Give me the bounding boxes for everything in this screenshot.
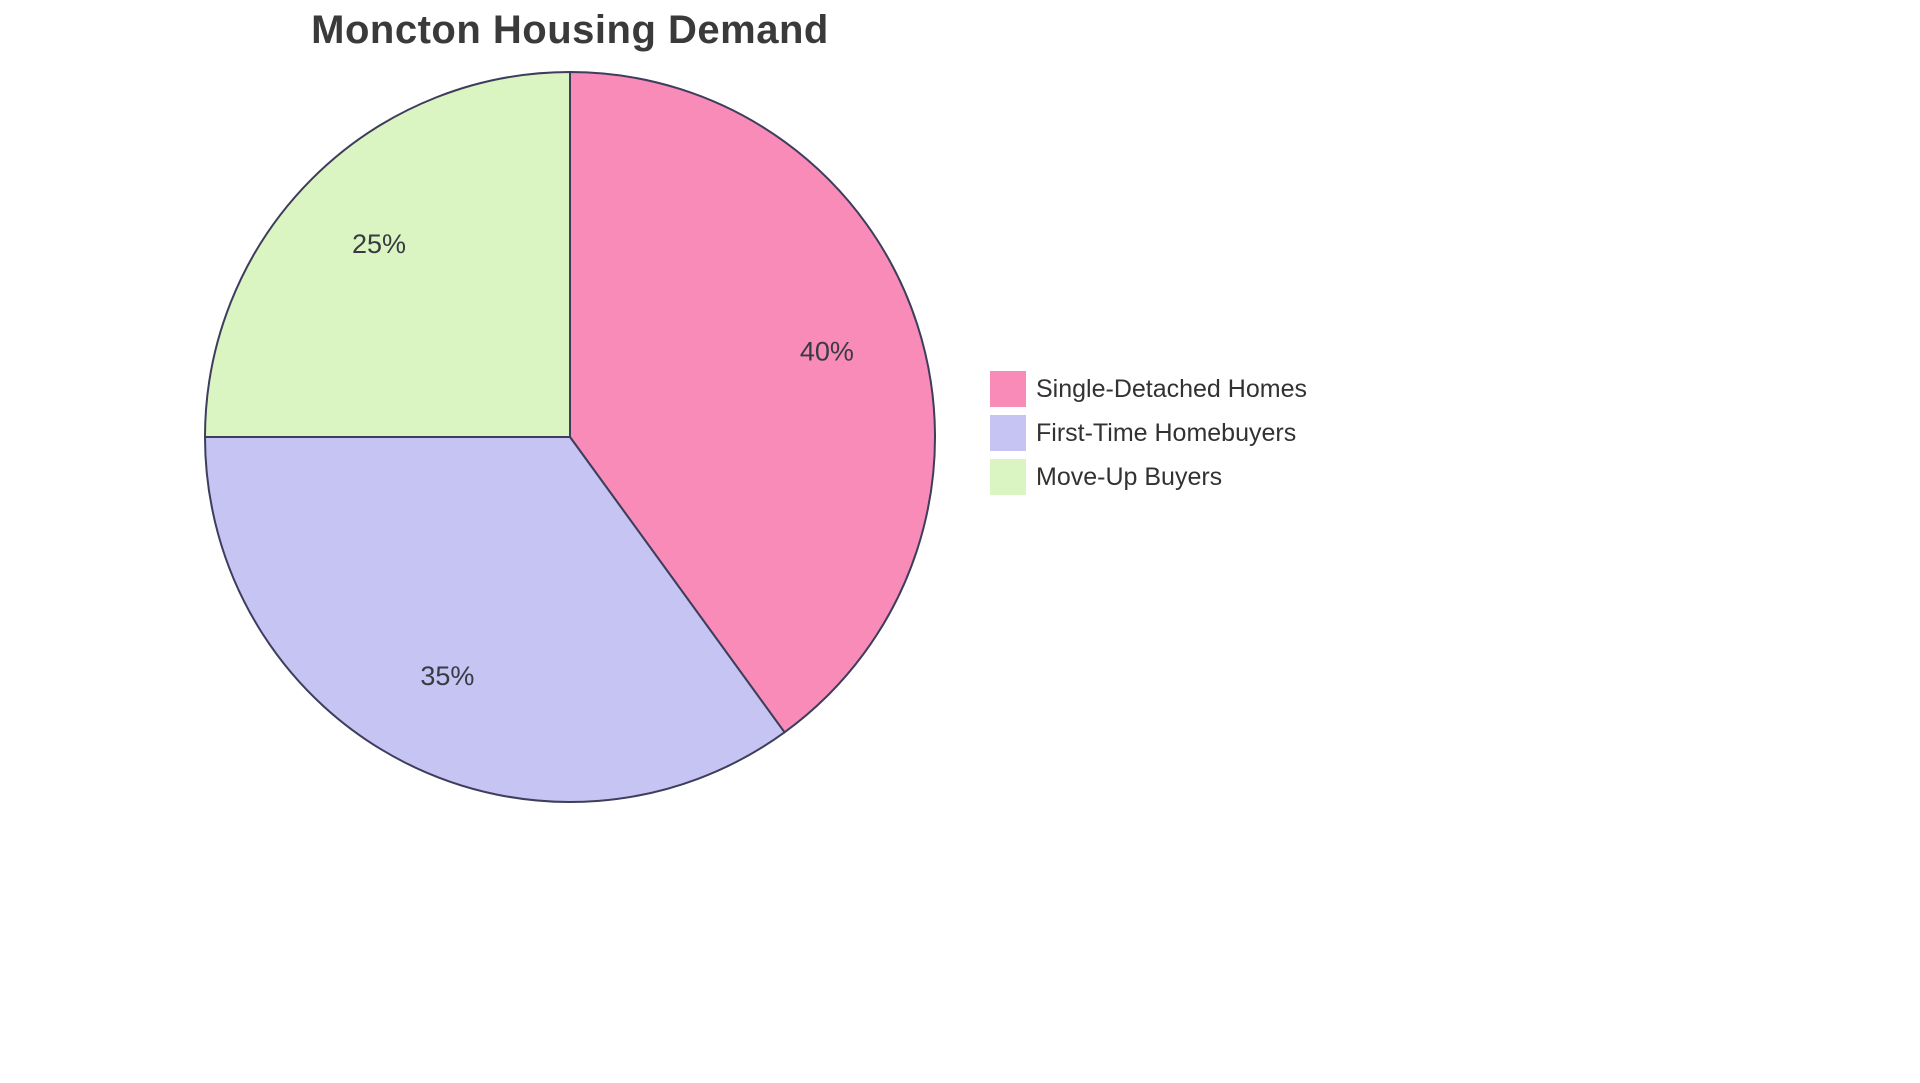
pie-slice-1 (204, 436, 786, 803)
chart-title: Moncton Housing Demand (311, 8, 829, 52)
legend-label-2: Move-Up Buyers (1036, 462, 1223, 491)
legend-label-0: Single-Detached Homes (1036, 374, 1307, 403)
legend-swatch-0 (990, 371, 1026, 407)
legend-swatch-2 (990, 459, 1026, 495)
legend-swatch-1 (990, 415, 1026, 451)
pie-slice-2 (204, 71, 571, 438)
legend-item-1: First-Time Homebuyers (990, 415, 1307, 451)
legend-label-1: First-Time Homebuyers (1036, 418, 1297, 447)
slice-percent-label-0: 40% (800, 337, 854, 367)
pie-slice-0 (569, 71, 936, 734)
legend: Single-Detached Homes First-Time Homebuye… (990, 371, 1307, 495)
slice-percent-label-1: 35% (420, 661, 474, 691)
legend-item-2: Move-Up Buyers (990, 459, 1307, 495)
slice-percent-label-2: 25% (352, 229, 406, 259)
legend-item-0: Single-Detached Homes (990, 371, 1307, 407)
